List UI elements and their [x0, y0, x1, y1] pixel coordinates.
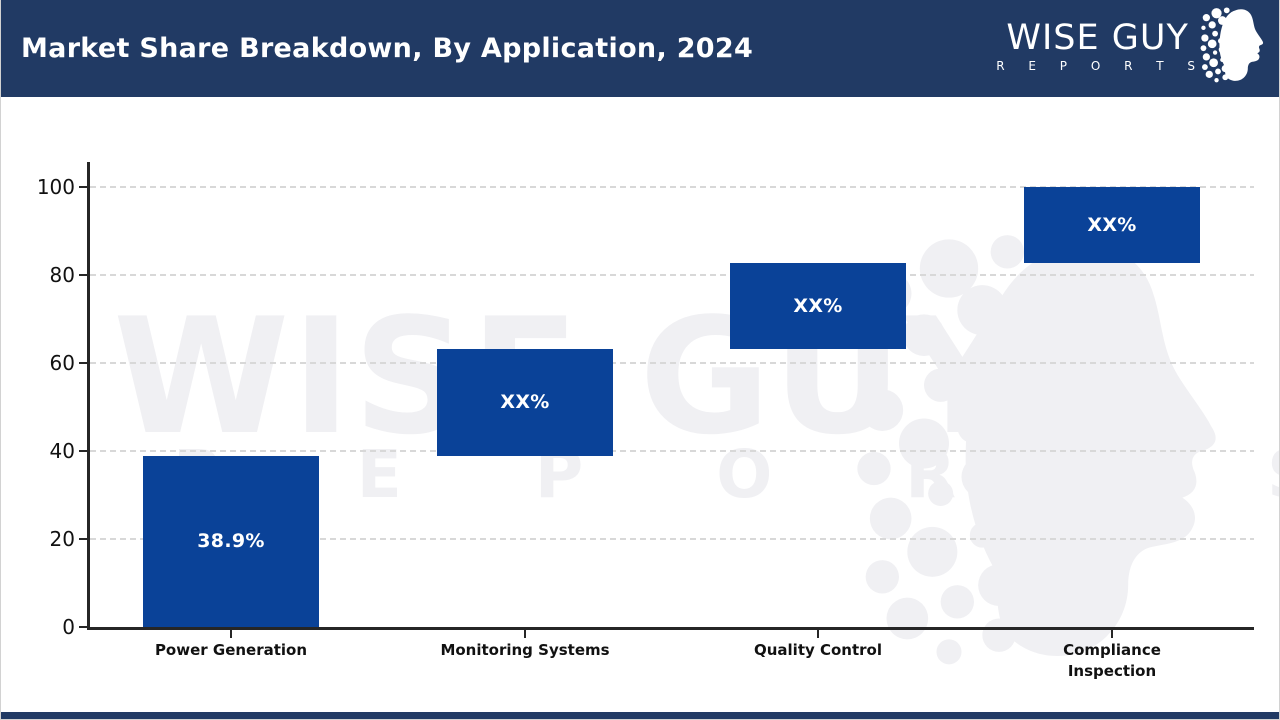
x-tick-1 — [524, 630, 526, 638]
x-tick-3 — [1111, 630, 1113, 638]
x-category-label: Power Generation — [154, 641, 308, 659]
brand-logo: WISE GUY R E P O R T S — [990, 6, 1269, 86]
gridline-60 — [90, 362, 1254, 364]
x-category-label: Monitoring Systems — [440, 641, 610, 659]
bar-value-label: XX% — [793, 295, 843, 317]
bar-value-label: 38.9% — [197, 530, 265, 553]
gridline-100 — [90, 186, 1254, 188]
gridline-80 — [90, 274, 1254, 276]
y-tick-20 — [79, 538, 87, 540]
brand-name: WISE GUY — [1006, 17, 1189, 58]
brand-logo-text: WISE GUY R E P O R T S — [990, 17, 1205, 73]
brand-head-icon — [1199, 6, 1269, 86]
gridline-20 — [90, 538, 1254, 540]
x-category-label: Quality Control — [753, 641, 882, 659]
bar-value-label: XX% — [500, 391, 550, 414]
chart-plot-area: 0 20 40 60 80 100 38.9% Power Generation XX% Moni… — [1, 97, 1279, 713]
header-bar: Market Share Breakdown, By Application, … — [1, 0, 1279, 97]
y-tick-80 — [79, 274, 87, 276]
page-title: Market Share Breakdown, By Application, … — [21, 33, 754, 64]
y-axis-line — [87, 162, 90, 630]
bar-monitoring-systems: XX% — [437, 348, 613, 456]
y-tick-60 — [79, 362, 87, 364]
x-category-label: Compliance Inspection — [1063, 641, 1161, 680]
bar-quality-control: XX% — [730, 263, 906, 349]
bar-power-generation: 38.9% — [143, 455, 319, 627]
brand-subtitle: R E P O R T S — [996, 58, 1205, 73]
x-tick-0 — [230, 630, 232, 638]
y-tick-label-60: 60 — [49, 351, 75, 375]
bar-value-label: XX% — [1087, 214, 1137, 237]
x-tick-2 — [817, 630, 819, 638]
x-axis-line — [87, 627, 1254, 630]
bar-compliance-inspection: XX% — [1024, 187, 1200, 264]
y-tick-label-0: 0 — [62, 615, 75, 639]
y-tick-label-40: 40 — [49, 439, 75, 463]
y-tick-40 — [79, 450, 87, 452]
y-tick-0 — [79, 626, 87, 628]
footer-bar — [1, 712, 1279, 719]
y-tick-label-80: 80 — [49, 263, 75, 287]
y-tick-100 — [79, 186, 87, 188]
y-tick-label-20: 20 — [49, 527, 75, 551]
y-tick-label-100: 100 — [36, 175, 75, 199]
gridline-40 — [90, 450, 1254, 452]
